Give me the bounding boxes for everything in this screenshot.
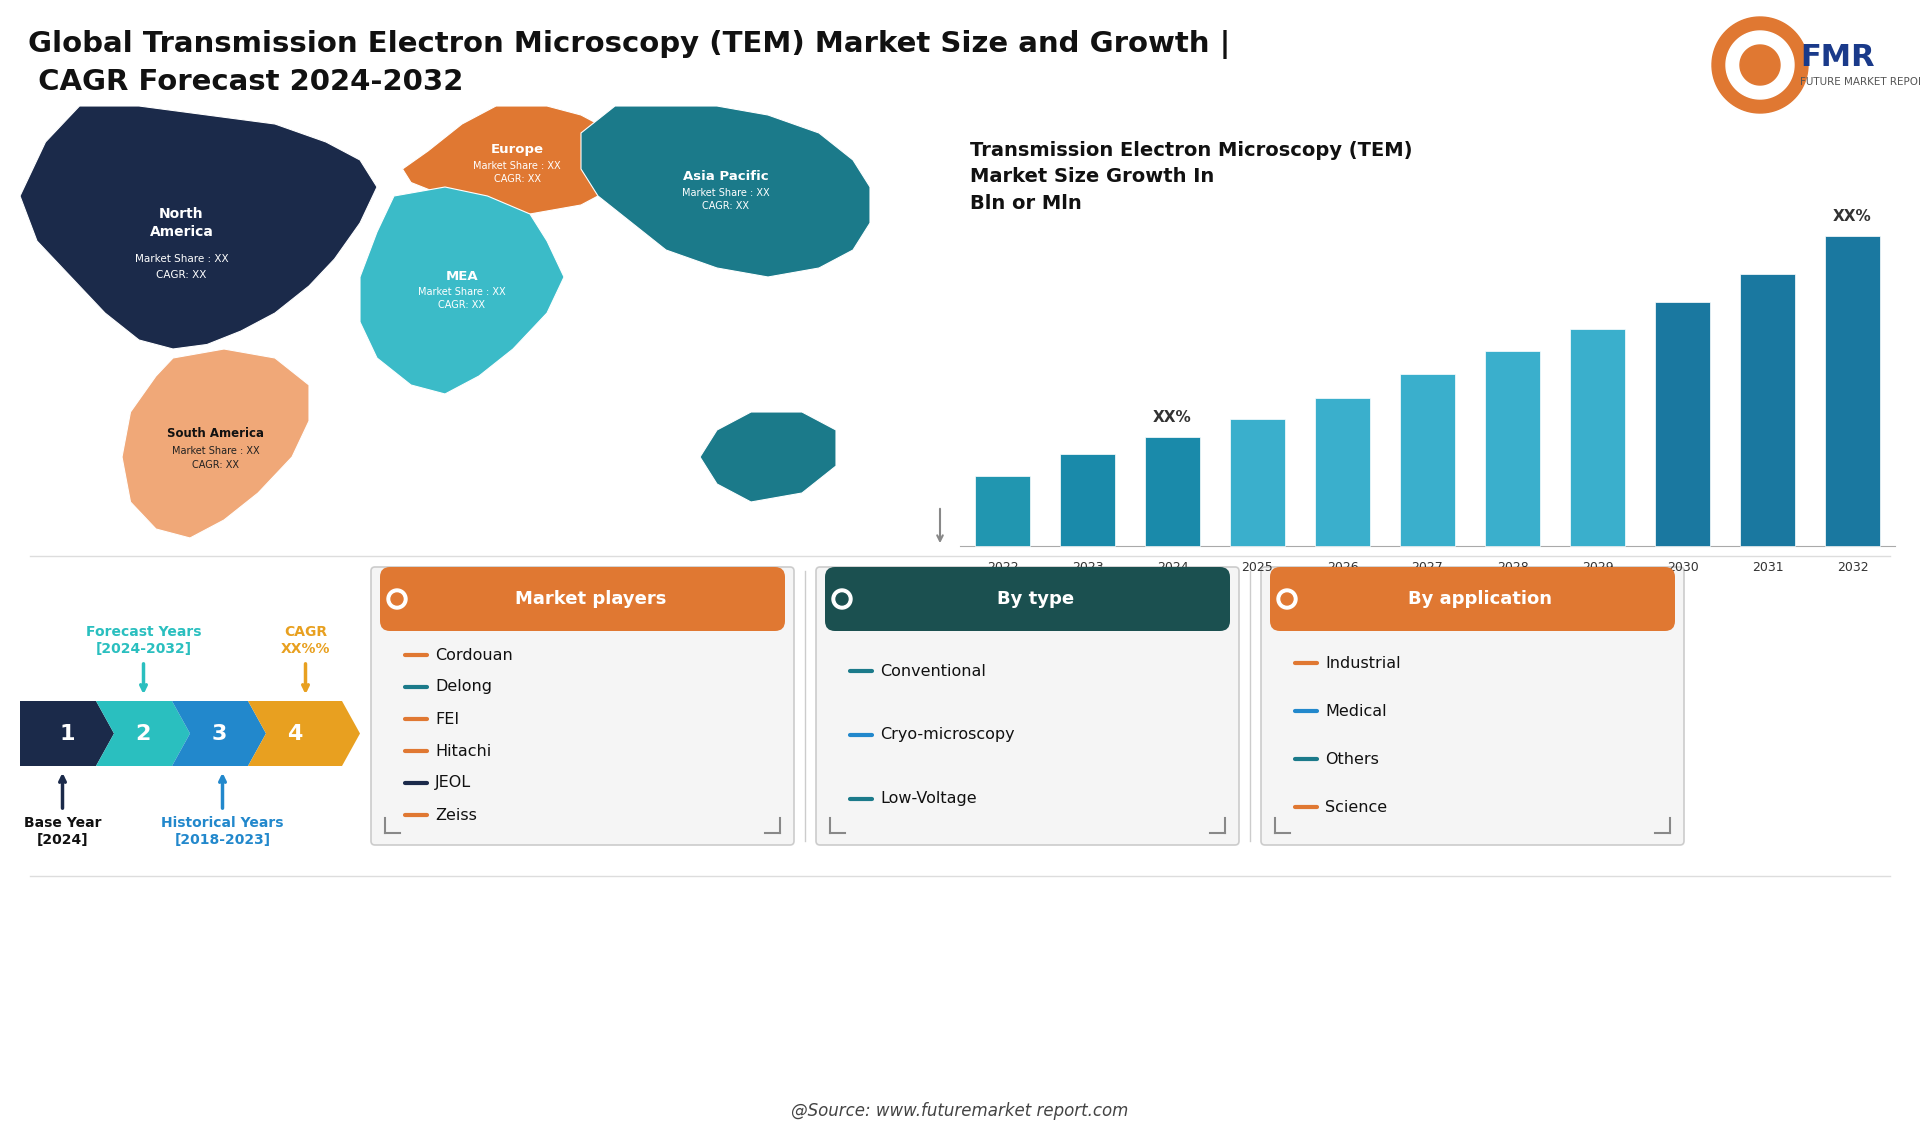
Polygon shape <box>19 701 113 766</box>
FancyBboxPatch shape <box>1655 303 1711 545</box>
Text: CAGR: XX: CAGR: XX <box>156 270 207 280</box>
Text: Market Share : XX: Market Share : XX <box>419 286 505 297</box>
Text: 2022: 2022 <box>987 562 1018 574</box>
Text: Medical: Medical <box>1325 704 1386 719</box>
Text: FUTURE MARKET REPORT: FUTURE MARKET REPORT <box>1801 77 1920 87</box>
Text: 2032: 2032 <box>1837 562 1868 574</box>
Text: FMR: FMR <box>1801 44 1874 72</box>
Text: Hitachi: Hitachi <box>436 744 492 759</box>
Text: JEOL: JEOL <box>436 776 470 791</box>
Circle shape <box>1277 589 1298 609</box>
FancyBboxPatch shape <box>1144 438 1200 545</box>
Polygon shape <box>361 187 564 394</box>
Text: Cryo-microscopy: Cryo-microscopy <box>879 728 1014 743</box>
Text: Delong: Delong <box>436 680 492 694</box>
Text: 2027: 2027 <box>1411 562 1444 574</box>
Text: FEI: FEI <box>436 712 459 727</box>
Text: @Source: www.futuremarket report.com: @Source: www.futuremarket report.com <box>791 1102 1129 1120</box>
Polygon shape <box>248 701 361 766</box>
Text: Forecast Years
[2024-2032]: Forecast Years [2024-2032] <box>86 625 202 656</box>
Text: CAGR Forecast 2024-2032: CAGR Forecast 2024-2032 <box>29 68 463 96</box>
Text: XX%: XX% <box>1834 210 1872 225</box>
FancyBboxPatch shape <box>826 567 1231 631</box>
Polygon shape <box>1740 45 1780 85</box>
Text: Cordouan: Cordouan <box>436 647 513 662</box>
Text: Global Transmission Electron Microscopy (TEM) Market Size and Growth |: Global Transmission Electron Microscopy … <box>29 30 1231 58</box>
Text: CAGR: XX: CAGR: XX <box>438 300 486 311</box>
Text: Market Share : XX: Market Share : XX <box>171 447 259 456</box>
Polygon shape <box>1713 17 1809 113</box>
FancyBboxPatch shape <box>1824 236 1880 545</box>
Text: Low-Voltage: Low-Voltage <box>879 792 977 807</box>
Text: Conventional: Conventional <box>879 664 985 678</box>
Text: 4: 4 <box>288 723 303 744</box>
Text: CAGR: XX: CAGR: XX <box>703 201 749 211</box>
FancyBboxPatch shape <box>1400 375 1455 545</box>
Text: Europe: Europe <box>492 143 543 157</box>
Text: 2023: 2023 <box>1071 562 1104 574</box>
Text: 1: 1 <box>60 723 75 744</box>
Text: CAGR: XX: CAGR: XX <box>192 461 238 471</box>
Text: 2029: 2029 <box>1582 562 1613 574</box>
FancyBboxPatch shape <box>1231 418 1284 545</box>
Text: Base Year
[2024]: Base Year [2024] <box>23 816 102 847</box>
Text: By type: By type <box>996 590 1073 609</box>
Text: Market Share : XX: Market Share : XX <box>474 160 561 171</box>
Polygon shape <box>19 105 376 350</box>
Text: Others: Others <box>1325 752 1379 767</box>
Text: 3: 3 <box>211 723 227 744</box>
Text: Asia Pacific: Asia Pacific <box>684 171 768 183</box>
Text: MEA: MEA <box>445 269 478 283</box>
Circle shape <box>392 592 403 605</box>
Circle shape <box>835 592 849 605</box>
Polygon shape <box>1726 31 1793 99</box>
FancyBboxPatch shape <box>380 567 785 631</box>
Text: Industrial: Industrial <box>1325 656 1400 670</box>
Text: South America: South America <box>167 427 265 440</box>
Circle shape <box>1281 592 1292 605</box>
Text: Transmission Electron Microscopy (TEM)
Market Size Growth In
Bln or Mln: Transmission Electron Microscopy (TEM) M… <box>970 141 1413 213</box>
Polygon shape <box>123 350 309 537</box>
FancyBboxPatch shape <box>975 476 1031 545</box>
Text: 2024: 2024 <box>1156 562 1188 574</box>
Text: XX%: XX% <box>1154 410 1192 425</box>
Polygon shape <box>403 105 632 214</box>
FancyBboxPatch shape <box>1740 274 1795 545</box>
FancyBboxPatch shape <box>1315 398 1371 545</box>
Text: CAGR: XX: CAGR: XX <box>493 174 541 185</box>
FancyBboxPatch shape <box>1484 352 1540 545</box>
Polygon shape <box>701 413 835 502</box>
Text: 2026: 2026 <box>1327 562 1357 574</box>
Text: Market Share : XX: Market Share : XX <box>682 188 770 198</box>
Text: Market players: Market players <box>515 590 666 609</box>
Text: 2025: 2025 <box>1242 562 1273 574</box>
FancyBboxPatch shape <box>1261 567 1684 845</box>
Text: Science: Science <box>1325 800 1386 815</box>
Polygon shape <box>582 105 870 277</box>
FancyBboxPatch shape <box>1269 567 1674 631</box>
Polygon shape <box>173 701 267 766</box>
Text: 2028: 2028 <box>1496 562 1528 574</box>
Text: By application: By application <box>1409 590 1553 609</box>
Text: Zeiss: Zeiss <box>436 808 476 823</box>
Text: 2030: 2030 <box>1667 562 1699 574</box>
Text: North
America: North America <box>150 207 213 238</box>
Text: CAGR
XX%%: CAGR XX%% <box>280 625 330 656</box>
FancyBboxPatch shape <box>371 567 795 845</box>
Polygon shape <box>96 701 190 766</box>
Text: 2031: 2031 <box>1751 562 1784 574</box>
Text: Market Share : XX: Market Share : XX <box>134 254 228 264</box>
Text: 2: 2 <box>134 723 150 744</box>
Circle shape <box>831 589 852 609</box>
FancyBboxPatch shape <box>1060 454 1116 545</box>
FancyBboxPatch shape <box>1571 329 1624 545</box>
Circle shape <box>388 589 407 609</box>
Text: Historical Years
[2018-2023]: Historical Years [2018-2023] <box>161 816 284 847</box>
FancyBboxPatch shape <box>816 567 1238 845</box>
